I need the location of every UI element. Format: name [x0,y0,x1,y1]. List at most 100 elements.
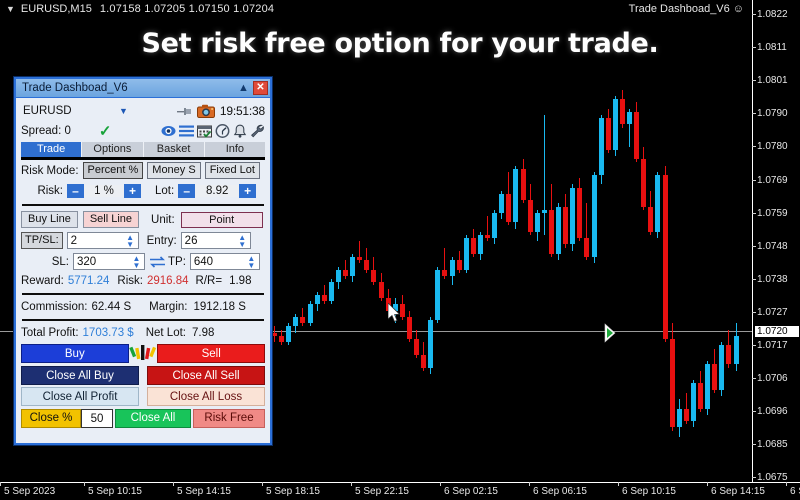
chevron-down-icon[interactable]: ▼ [119,106,128,116]
time-tick: 6 Sep 06:15 [529,482,587,497]
lot-value[interactable]: 8.92 [195,185,240,197]
time-tick: 5 Sep 2023 [0,482,56,497]
tab-options[interactable]: Options [82,142,144,157]
candlestick-logo-icon [129,344,158,363]
risk-free-button[interactable]: Risk Free [193,408,265,428]
close-actions-row: Close % 50 Close All Risk Free [21,407,265,429]
risk-value[interactable]: 1 % [84,185,124,197]
ohlc-quotes: 1.07158 1.07205 1.07150 1.07204 [99,3,275,15]
buy-line-button[interactable]: Buy Line [21,211,78,228]
close-all-loss-button[interactable]: Close All Loss [147,387,265,406]
tpsl-spinner[interactable]: ▲ ▼ [126,232,135,249]
unit-value-button[interactable]: Point [180,211,263,228]
current-price-label: 1.0720 [755,326,799,337]
margin-value: 1912.18 S [193,301,246,313]
panel-tabs[interactable]: Trade Options Basket Info [21,142,265,157]
tpsl-input[interactable]: 2 [66,232,139,249]
lines-icon[interactable] [179,124,194,138]
eye-icon[interactable] [161,124,176,138]
panel-title-bar[interactable]: Trade Dashboad_V6 ▲ ✕ [16,79,270,98]
close-all-profit-button[interactable]: Close All Profit [21,387,139,406]
close-all-profitloss-row: Close All Profit Close All Loss [21,386,265,407]
sl-input[interactable]: 320 [73,253,145,270]
price-axis[interactable]: 1.0720 1.0822 1.0811 1.0801 1.0790 1.0780 1.0… [752,0,800,483]
time-tick: 6 Sep 02:15 [440,482,498,497]
price-tick: 1.0811 [752,42,787,54]
lot-increment-button[interactable]: + [239,184,257,198]
close-percent-button[interactable]: Close % [21,408,81,428]
price-tick: 1.0738 [752,273,788,285]
reward-value: 5771.24 [67,275,110,287]
sl-label: SL: [51,255,69,268]
risk-mode-money-button[interactable]: Money S [147,162,201,179]
time-axis[interactable]: 5 Sep 2023 5 Sep 10:15 5 Sep 14:15 5 Sep 18… [0,482,800,500]
tpsl-entry-row: TP/SL: 2 ▲ ▼ Entry: 26 ▲ ▼ [21,230,265,251]
price-tick: 1.0717 [752,340,788,351]
price-tick: 1.0748 [752,240,788,252]
tp-input[interactable]: 640 [189,253,260,270]
commission-value: 62.44 S [91,301,132,313]
lot-decrement-button[interactable]: – [178,184,196,198]
mouse-cursor-icon [388,303,401,323]
price-tick: 1.0801 [752,75,788,87]
sl-spinner[interactable]: ▲ ▼ [132,253,141,270]
tab-info[interactable]: Info [204,142,265,157]
chart-dropdown-icon[interactable]: ▼ [6,4,15,14]
tab-basket[interactable]: Basket [143,142,205,157]
risk-mode-fixedlot-button[interactable]: Fixed Lot [204,162,260,179]
close-button[interactable]: ✕ [253,81,268,95]
price-tick: 1.0759 [752,207,788,219]
trade-dashboard-panel[interactable]: Trade Dashboad_V6 ▲ ✕ EURUSD ▼ [14,77,272,445]
close-all-sell-button[interactable]: Close All Sell [147,366,265,385]
line-unit-row: Buy Line Sell Line Unit: Point [21,209,265,230]
panel-body: EURUSD ▼ 19:51:38 [16,98,270,429]
close-percent-input[interactable]: 50 [81,408,113,428]
entry-spinner[interactable]: ▲ ▼ [238,232,247,249]
tp-spinner[interactable]: ▲ ▼ [247,253,256,270]
sell-line-button[interactable]: Sell Line [82,211,140,228]
price-tick: 1.0790 [752,108,788,120]
smiley-icon: ☺ [732,3,744,15]
price-tick: 1.0706 [752,373,788,385]
risk-mode-percent-button[interactable]: Percent % [82,162,144,179]
time-tick: 6 Sep 10:15 [618,482,676,497]
time-tick: 5 Sep 14:15 [173,482,231,497]
sell-button[interactable]: Sell [157,344,265,363]
pin-icon[interactable] [176,105,192,118]
time-tick: 5 Sep 10:15 [84,482,142,497]
panel-icon-row [161,124,265,138]
buy-button[interactable]: Buy [21,344,129,363]
chart-name-label: Trade Dashboad_V6 ☺ [628,3,744,15]
close-all-button[interactable]: Close All [115,408,191,428]
tab-trade[interactable]: Trade [21,142,83,157]
price-tick: 1.0822 [752,9,788,20]
risk-decrement-button[interactable]: – [67,184,84,198]
minimize-button[interactable]: ▲ [238,82,249,94]
headline-text: Set risk free option for your trade. [141,28,659,59]
tpsl-toggle-button[interactable]: TP/SL: [21,232,63,249]
risk-stat-value: 2916.84 [146,275,189,287]
wrench-icon[interactable] [250,124,265,138]
risk-lot-row: Risk: – 1 % + Lot: – 8.92 + [21,181,265,201]
time-tick: 6 Sep 14:15 [707,482,765,497]
close-all-buy-button[interactable]: Close All Buy [21,366,139,385]
tp-input-wrap[interactable]: 640 ▲ ▼ [189,253,260,270]
risk-increment-button[interactable]: + [124,184,141,198]
entry-input[interactable]: 26 [180,232,251,249]
lot-label: Lot: [155,185,175,197]
margin-label: Margin: [149,301,188,313]
swap-arrows-icon[interactable] [149,255,166,268]
spread-row: Spread: 0 ✓ [21,121,265,141]
bell-icon[interactable] [233,124,247,138]
camera-icon[interactable] [196,104,215,118]
tpsl-input-wrap[interactable]: 2 ▲ ▼ [66,232,139,249]
calendar-icon[interactable] [197,124,212,138]
symbol-label: EURUSD [23,105,72,117]
sl-input-wrap[interactable]: 320 ▲ ▼ [73,253,145,270]
spread-label: Spread: 0 [21,125,71,137]
connection-ok-icon: ✓ [98,122,112,140]
price-tick: 1.0696 [752,406,788,418]
entry-input-wrap[interactable]: 26 ▲ ▼ [180,232,251,249]
gauge-icon[interactable] [215,124,230,138]
